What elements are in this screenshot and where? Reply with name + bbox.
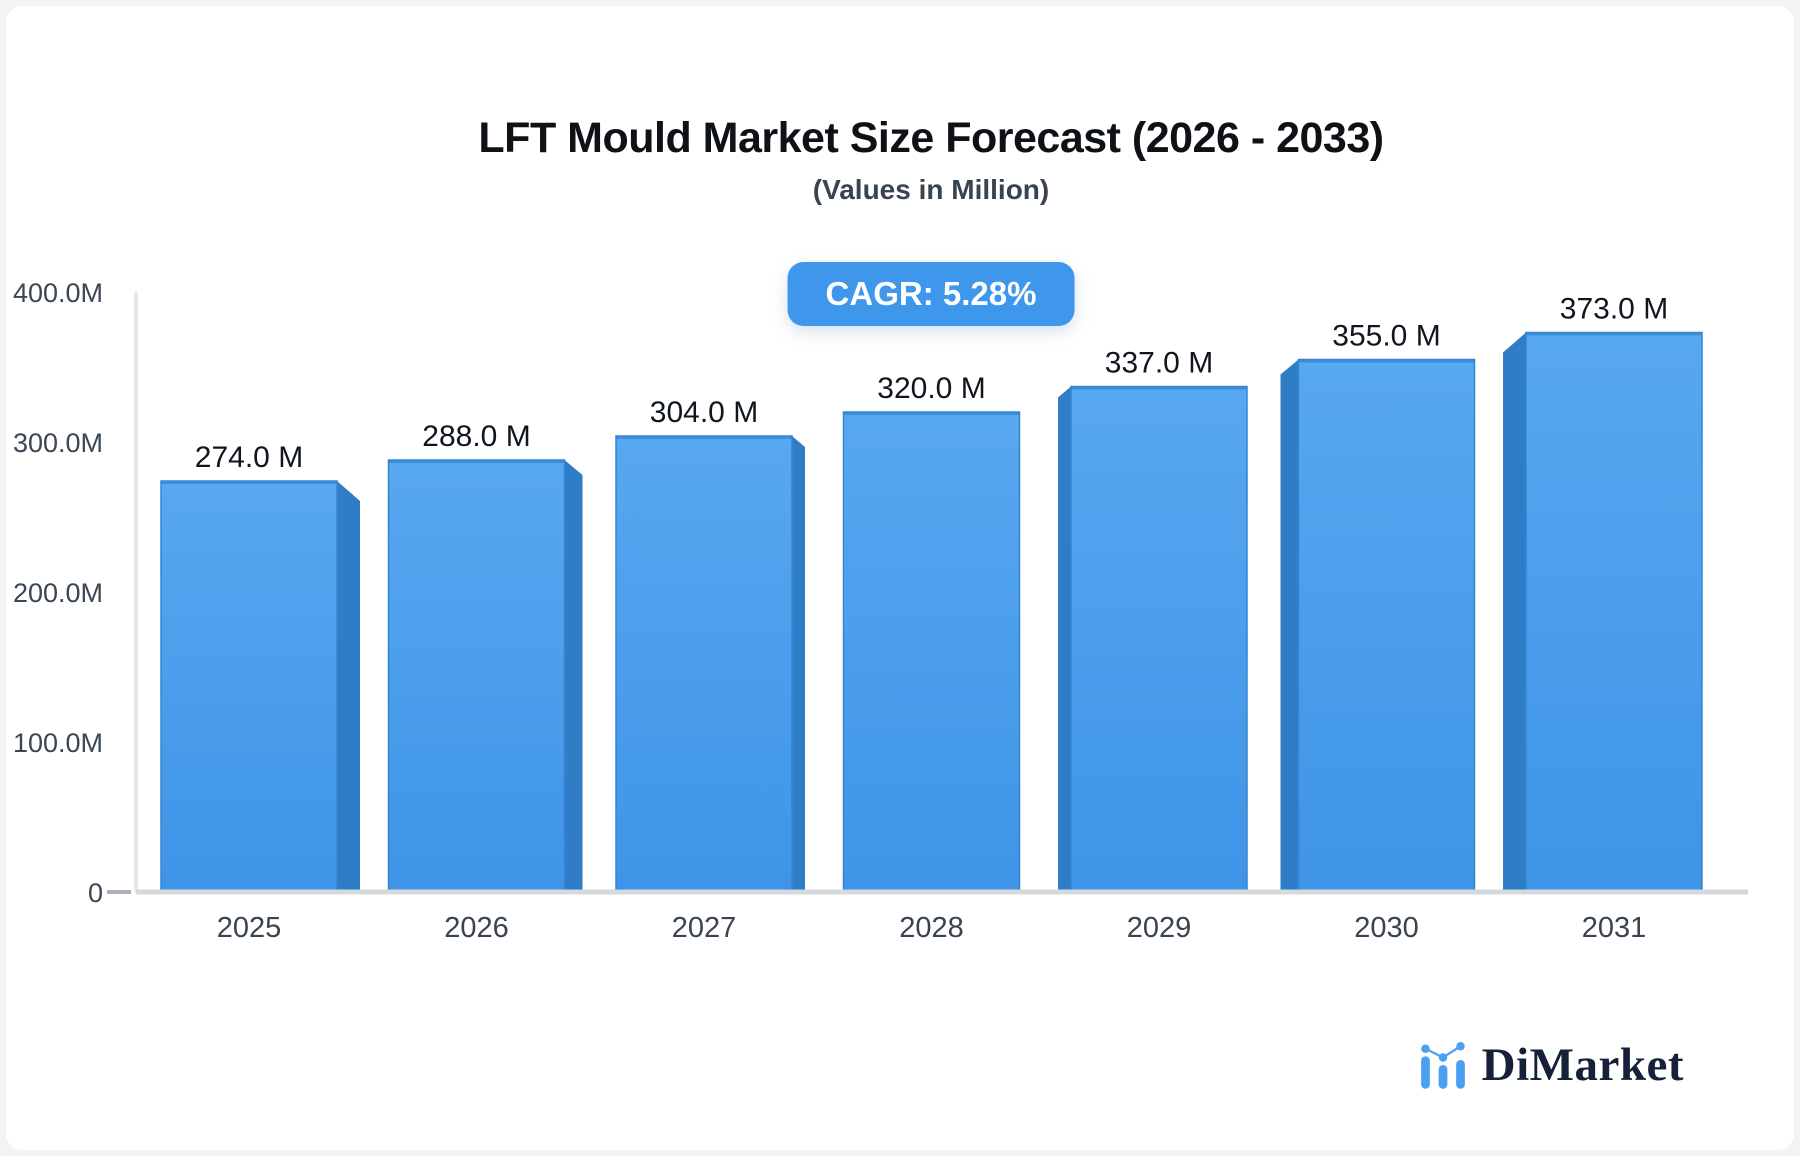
y-axis-tick-label: 400.0M bbox=[13, 278, 103, 308]
bar-chart-svg: 0 100.0M 200.0M 300.0M 400.0M 274.0 M 2025 288.… bbox=[13, 278, 1748, 944]
bar-value-label-2028: 320.0 M bbox=[877, 372, 985, 405]
chart-subtitle: (Values in Million) bbox=[812, 174, 1050, 205]
x-axis-baseline bbox=[136, 889, 1748, 895]
y-axis-line bbox=[134, 292, 138, 892]
bar-2031 bbox=[1525, 331, 1703, 893]
bar-2029 bbox=[1070, 385, 1248, 893]
x-axis-label-2030: 2030 bbox=[1354, 912, 1419, 944]
x-axis-label-2025: 2025 bbox=[217, 912, 282, 944]
bar-side-2026 bbox=[564, 460, 583, 892]
bar-2026 bbox=[387, 459, 566, 893]
cagr-badge-label: CAGR: 5.28% bbox=[825, 275, 1037, 312]
bar-2025 bbox=[160, 480, 338, 893]
bar-value-label-2030: 355.0 M bbox=[1332, 320, 1440, 353]
y-axis-tick-label: 200.0M bbox=[13, 578, 103, 608]
bar-2027 bbox=[615, 435, 793, 893]
bar-top-edge-2027 bbox=[616, 436, 792, 439]
bar-side-2030 bbox=[1280, 359, 1299, 892]
x-axis-label-2031: 2031 bbox=[1582, 912, 1647, 944]
chart-card: LFT Mould Market Size Forecast (2026 - 2… bbox=[6, 6, 1794, 1150]
brand-name: DiMarket bbox=[1481, 1039, 1684, 1091]
y-axis-tick-label: 300.0M bbox=[13, 428, 103, 458]
bar-side-2029 bbox=[1058, 386, 1071, 892]
y-axis-tick-label: 0 bbox=[88, 878, 103, 908]
y-axis-zero-tick bbox=[107, 890, 131, 894]
bar-top-edge-2028 bbox=[843, 412, 1020, 415]
bar-side-2025 bbox=[337, 481, 360, 892]
bar-2028 bbox=[842, 411, 1021, 893]
x-axis-label-2027: 2027 bbox=[672, 912, 737, 944]
chart-title: LFT Mould Market Size Forecast (2026 - 2… bbox=[478, 114, 1384, 162]
bar-side-2031 bbox=[1503, 332, 1526, 892]
bar-top-edge-2026 bbox=[388, 460, 565, 463]
bar-top-edge-2030 bbox=[1298, 359, 1475, 363]
x-axis-label-2029: 2029 bbox=[1127, 912, 1192, 944]
bar-top-edge-2029 bbox=[1071, 386, 1247, 390]
bar-value-label-2029: 337.0 M bbox=[1105, 347, 1213, 380]
bar-value-label-2027: 304.0 M bbox=[650, 396, 758, 429]
bar-value-label-2031: 373.0 M bbox=[1560, 293, 1668, 326]
x-axis-label-2026: 2026 bbox=[444, 912, 509, 944]
dimarket-logo-icon bbox=[1420, 1042, 1465, 1089]
brand-logo: DiMarket bbox=[1418, 1038, 1684, 1092]
x-axis-label-2028: 2028 bbox=[899, 912, 964, 944]
bar-value-label-2025: 274.0 M bbox=[195, 441, 303, 474]
bar-top-edge-2025 bbox=[161, 481, 337, 484]
bar-top-edge-2031 bbox=[1526, 332, 1702, 336]
bar-2030 bbox=[1297, 358, 1476, 893]
bar-value-label-2026: 288.0 M bbox=[422, 420, 530, 453]
y-axis-tick-label: 100.0M bbox=[13, 728, 103, 758]
cagr-badge: CAGR: 5.28% bbox=[787, 262, 1075, 326]
bar-side-2027 bbox=[792, 436, 805, 892]
